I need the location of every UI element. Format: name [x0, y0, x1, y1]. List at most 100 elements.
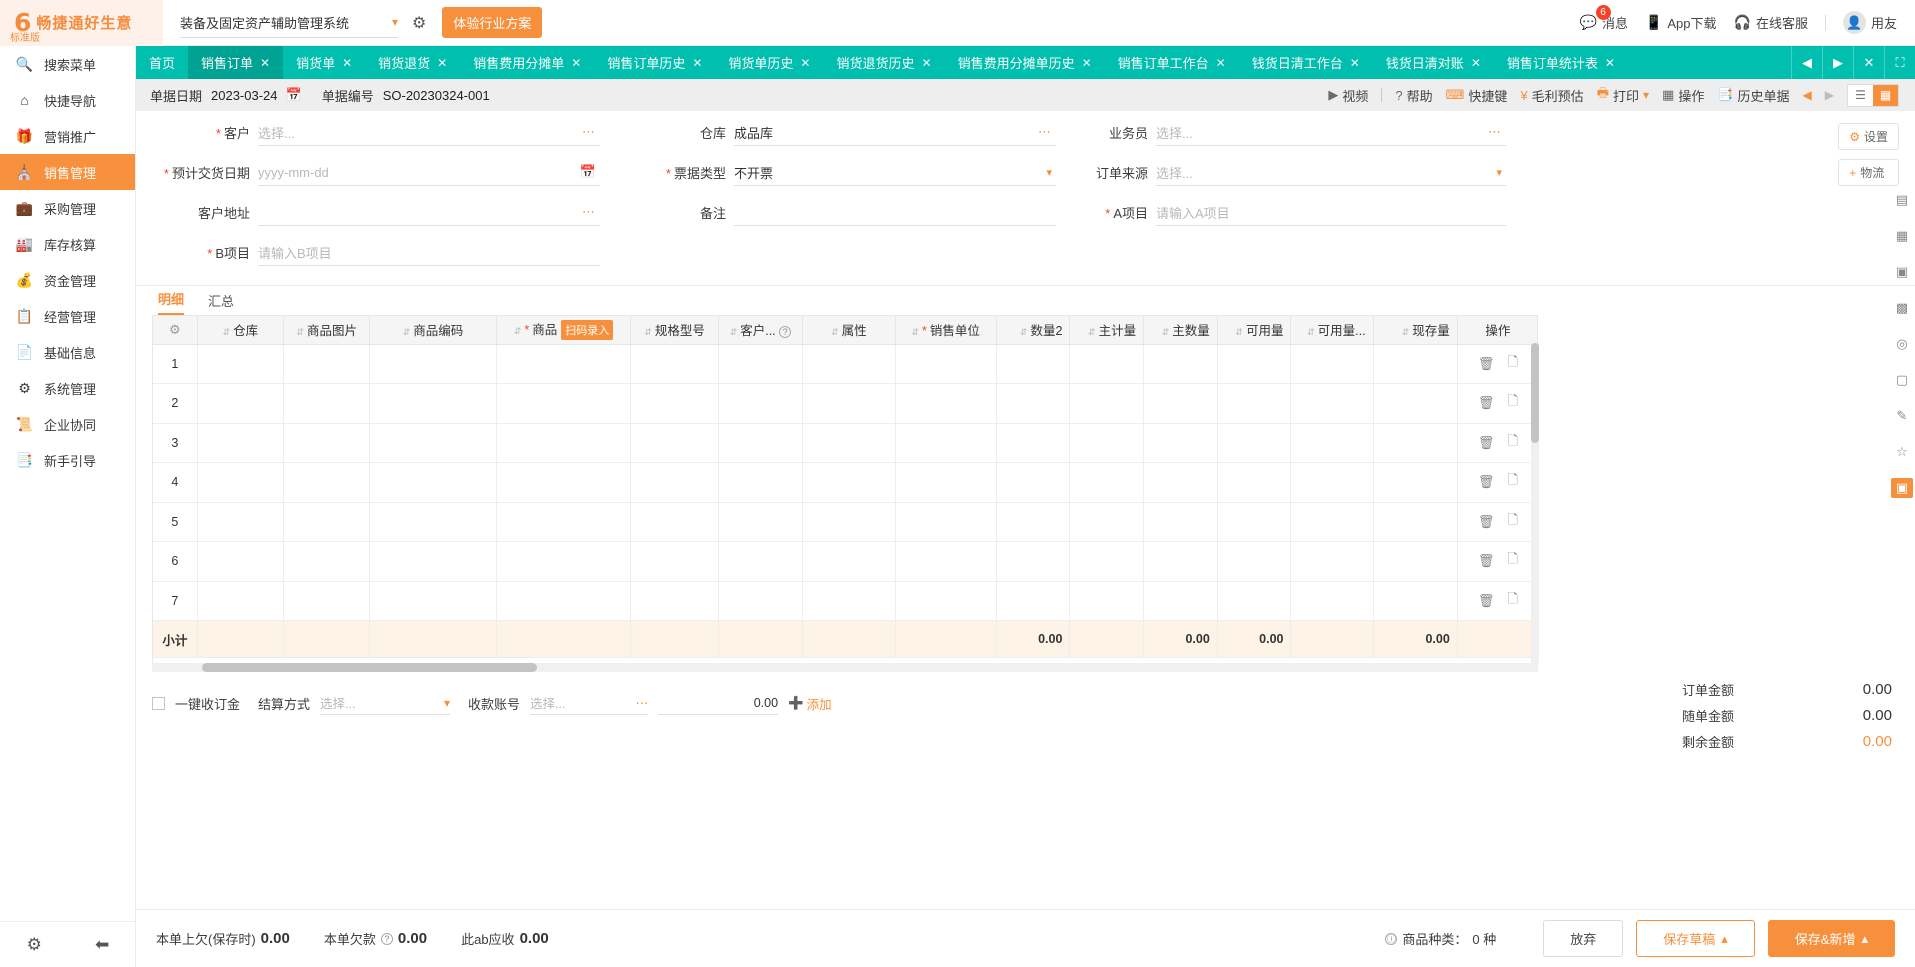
delete-row-icon[interactable]: 🗑	[1477, 513, 1495, 529]
settings-gear-icon[interactable]: ⚙	[26, 934, 42, 954]
more-options-icon[interactable]: ⋯	[582, 124, 596, 139]
close-tab-icon[interactable]: ✕	[921, 55, 932, 70]
cell-attribute[interactable]	[802, 581, 896, 621]
copy-row-icon[interactable]: 🗋	[1507, 432, 1518, 448]
cell-product-code[interactable]	[369, 383, 497, 424]
doc-date-value[interactable]: 2023-03-24	[211, 87, 278, 103]
cell-main-uom[interactable]	[1069, 462, 1145, 503]
delete-row-icon[interactable]: 🗑	[1477, 474, 1495, 490]
more-options-icon[interactable]: ⋯	[1488, 124, 1502, 139]
chevron-up-icon[interactable]: ▴	[1721, 930, 1728, 946]
th-customer-col[interactable]: ⇵ 客户... ?	[718, 316, 804, 345]
cell-sales-unit[interactable]	[895, 502, 997, 542]
close-tab-icon[interactable]: ✕	[571, 55, 582, 70]
close-tab-icon[interactable]: ✕	[437, 55, 448, 70]
table-row[interactable]: 7 🗑 🗋	[153, 581, 1537, 621]
cell-main-qty[interactable]	[1143, 581, 1218, 621]
copy-row-icon[interactable]: 🗋	[1507, 551, 1518, 567]
receipt-account-select[interactable]: 选择... ⋯	[530, 691, 649, 715]
tab-daily-settlement-workbench[interactable]: 钱货日清工作台 ✕	[1239, 46, 1373, 79]
profit-estimate-button[interactable]: ¥ 毛利预估	[1520, 86, 1583, 105]
save-draft-button[interactable]: 保存草稿 ▴	[1636, 920, 1755, 957]
sidebar-item-marketing[interactable]: 🎁 营销推广	[0, 118, 135, 154]
cell-stock[interactable]	[1373, 541, 1458, 582]
cell-qty2[interactable]	[996, 502, 1071, 542]
cell-customer[interactable]	[718, 541, 804, 582]
customer-input[interactable]: 选择... ⋯	[258, 119, 600, 146]
sidebar-item-sales[interactable]: ⛪ 销售管理	[0, 154, 135, 190]
cell-product-image[interactable]	[283, 581, 371, 621]
table-row[interactable]: 3 🗑 🗋	[153, 423, 1537, 463]
copy-row-icon[interactable]: 🗋	[1507, 353, 1518, 369]
tab-sales-order[interactable]: 销售订单 ✕	[188, 46, 284, 79]
close-tab-icon[interactable]: ✕	[800, 55, 811, 70]
cell-available[interactable]	[1217, 581, 1292, 621]
cell-available-2[interactable]	[1290, 344, 1374, 384]
discard-button[interactable]: 放弃	[1543, 920, 1624, 957]
target-icon[interactable]: ◎	[1896, 336, 1908, 351]
save-and-new-button[interactable]: 保存&新增 ▴	[1767, 920, 1895, 957]
cell-sales-unit[interactable]	[895, 383, 997, 424]
delete-row-icon[interactable]: 🗑	[1477, 553, 1495, 569]
gear-icon[interactable]: ⚙	[412, 14, 427, 32]
scroll-thumb[interactable]	[202, 663, 537, 672]
cell-main-qty[interactable]	[1143, 344, 1218, 384]
cell-stock[interactable]	[1373, 462, 1458, 503]
cell-product[interactable]	[496, 541, 632, 582]
cell-spec[interactable]	[630, 581, 719, 621]
cell-qty2[interactable]	[996, 423, 1071, 463]
cell-product[interactable]	[496, 383, 632, 424]
cell-product[interactable]	[496, 344, 632, 384]
chevron-down-icon[interactable]: ▾	[1642, 88, 1650, 102]
th-main-uom[interactable]: ⇵ 主计量	[1069, 316, 1145, 345]
cell-main-uom[interactable]	[1069, 581, 1145, 621]
cell-stock[interactable]	[1373, 581, 1458, 621]
grid-icon[interactable]: ▦	[1895, 228, 1909, 243]
image-icon[interactable]: ▣	[1891, 478, 1913, 498]
user-menu[interactable]: 👤 用友	[1842, 11, 1897, 34]
help-icon[interactable]: ?	[779, 326, 792, 339]
cell-product-image[interactable]	[283, 502, 371, 542]
scroll-thumb[interactable]	[1531, 343, 1539, 443]
cell-attribute[interactable]	[802, 344, 896, 384]
cell-customer[interactable]	[718, 581, 804, 621]
close-tab-icon[interactable]: ✕	[1604, 55, 1615, 70]
cell-attribute[interactable]	[802, 462, 896, 503]
th-available-2[interactable]: ⇵ 可用量...	[1290, 316, 1374, 345]
cell-warehouse[interactable]	[197, 502, 285, 542]
cell-product-code[interactable]	[369, 423, 497, 463]
table-row[interactable]: 6 🗑 🗋	[153, 541, 1537, 582]
expected-delivery-date-input[interactable]: yyyy-mm-dd 📅	[258, 159, 600, 186]
cell-warehouse[interactable]	[197, 383, 285, 424]
cell-product-code[interactable]	[369, 344, 497, 384]
next-doc-icon[interactable]: ▶	[1824, 88, 1834, 102]
customer-address-input[interactable]: ⋯	[258, 199, 600, 226]
cell-spec[interactable]	[630, 502, 719, 542]
cell-sales-unit[interactable]	[895, 581, 997, 621]
cell-product-image[interactable]	[283, 383, 371, 424]
layout-icon[interactable]: ▣	[1895, 264, 1909, 279]
cell-spec[interactable]	[630, 344, 719, 384]
delete-row-icon[interactable]: 🗑	[1477, 395, 1495, 411]
cell-spec[interactable]	[630, 423, 719, 463]
cell-available[interactable]	[1217, 502, 1292, 542]
cell-qty2[interactable]	[996, 581, 1071, 621]
column-settings-cell[interactable]: ⚙	[153, 316, 198, 345]
th-attribute[interactable]: ⇵ 属性	[802, 316, 896, 345]
order-source-select[interactable]: 选择... ▾	[1156, 159, 1506, 186]
close-tab-icon[interactable]: ✕	[1081, 55, 1092, 70]
tab-daily-settlement-recon[interactable]: 钱货日清对账 ✕	[1373, 46, 1494, 79]
tab-summary[interactable]: 汇总	[208, 294, 235, 309]
th-qty2[interactable]: ⇵ 数量2	[996, 316, 1071, 345]
history-docs-button[interactable]: 📑 历史单据	[1717, 86, 1789, 105]
cell-warehouse[interactable]	[197, 423, 285, 463]
th-stock-qty[interactable]: ⇵ 现存量	[1373, 316, 1458, 345]
sidebar-item-collaboration[interactable]: 📜 企业协同	[0, 406, 135, 442]
cell-available[interactable]	[1217, 423, 1292, 463]
cell-main-qty[interactable]	[1143, 423, 1218, 463]
collapse-icon[interactable]: ⬅	[95, 934, 110, 954]
tab-sales-invoice-history[interactable]: 销货单历史 ✕	[715, 46, 823, 79]
sidebar-item-baseinfo[interactable]: 📄 基础信息	[0, 334, 135, 370]
table-row[interactable]: 5 🗑 🗋	[153, 502, 1537, 542]
tab-home[interactable]: 首页	[136, 46, 188, 79]
